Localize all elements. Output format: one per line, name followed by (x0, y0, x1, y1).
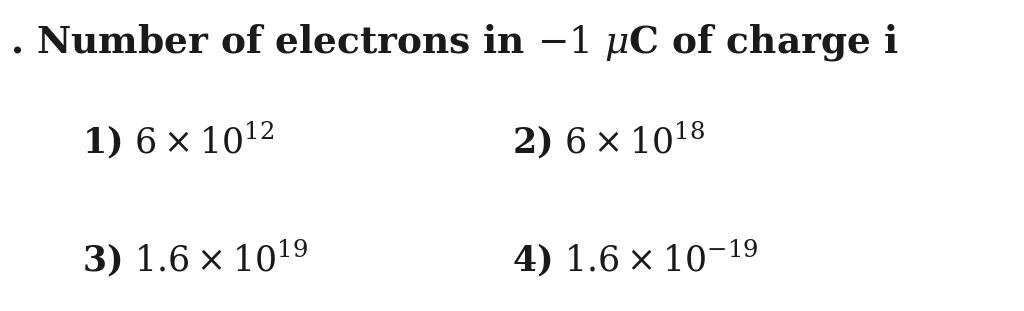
Text: 3) $1.6 \times 10^{19}$: 3) $1.6 \times 10^{19}$ (82, 238, 308, 279)
Text: 4) $1.6 \times 10^{-19}$: 4) $1.6 \times 10^{-19}$ (512, 238, 759, 279)
Text: 1) $6 \times 10^{12}$: 1) $6 \times 10^{12}$ (82, 119, 274, 160)
Text: . Number of electrons in $-1\ \mu$C of charge i: . Number of electrons in $-1\ \mu$C of c… (10, 22, 899, 63)
Text: 2) $6 \times 10^{18}$: 2) $6 \times 10^{18}$ (512, 119, 705, 160)
